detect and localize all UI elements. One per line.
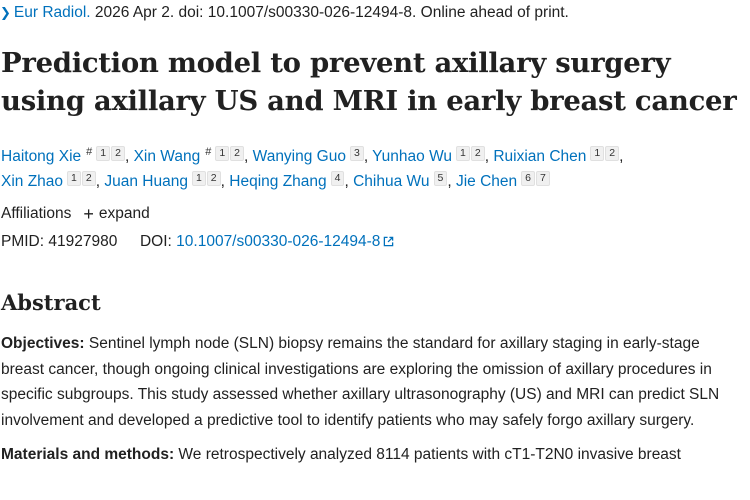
affiliation-ref-button[interactable]: 2 bbox=[81, 171, 96, 186]
author-item: Xin Zhao 1 2 bbox=[1, 171, 96, 190]
affiliation-ref-button[interactable]: 2 bbox=[605, 146, 620, 161]
author-item: Haitong Xie #1 2 bbox=[1, 146, 125, 165]
citation-details: 2026 Apr 2. doi: 10.1007/s00330-026-1249… bbox=[90, 4, 569, 21]
objectives-paragraph: Objectives: Sentinel lymph node (SLN) bi… bbox=[1, 331, 747, 433]
author-name-link[interactable]: Xin Zhao bbox=[1, 173, 64, 190]
author-item: Xin Wang #1 2 bbox=[133, 146, 245, 165]
methods-text: We retrospectively analyzed 8114 patient… bbox=[174, 446, 681, 463]
author-name-link[interactable]: Wanying Guo bbox=[252, 148, 346, 165]
abstract-heading: Abstract bbox=[1, 290, 101, 315]
affiliation-ref-button[interactable]: 7 bbox=[536, 171, 550, 186]
methods-label: Materials and methods: bbox=[1, 446, 175, 463]
doi-value: 10.1007/s00330-026-12494-8 bbox=[176, 233, 381, 250]
affiliation-ref-button[interactable]: 1 bbox=[96, 146, 111, 161]
objectives-label: Objectives: bbox=[1, 335, 85, 352]
affiliation-ref-button[interactable]: 5 bbox=[433, 171, 448, 186]
article-title: Prediction model to prevent axillary sur… bbox=[1, 47, 737, 117]
pmid-value: 41927980 bbox=[48, 233, 118, 250]
author-name-link[interactable]: Xin Wang bbox=[133, 148, 201, 165]
objectives-text: Sentinel lymph node (SLN) biopsy remains… bbox=[1, 335, 720, 429]
author-item: Chihua Wu 5 bbox=[353, 171, 448, 190]
author-name-link[interactable]: Jie Chen bbox=[455, 173, 518, 190]
affiliation-ref-button[interactable]: 6 bbox=[521, 171, 536, 186]
affiliation-ref-button[interactable]: 1 bbox=[67, 171, 81, 186]
author-name-link[interactable]: Heqing Zhang bbox=[229, 173, 327, 190]
affiliation-ref-button[interactable]: 2 bbox=[206, 171, 221, 186]
affiliations-expand-button[interactable]: + expand bbox=[83, 205, 149, 223]
external-link-icon bbox=[384, 236, 394, 247]
affiliation-ref-button[interactable]: 1 bbox=[215, 146, 230, 161]
author-item: Jie Chen 6 7 bbox=[455, 171, 550, 190]
author-name-link[interactable]: Chihua Wu bbox=[353, 173, 430, 190]
expand-label: expand bbox=[98, 205, 150, 222]
affiliation-ref-button[interactable]: 2 bbox=[111, 146, 125, 161]
pmid-label: PMID: bbox=[1, 233, 45, 250]
journal-link[interactable]: Eur Radiol. bbox=[13, 4, 91, 21]
affiliation-ref-button[interactable]: 4 bbox=[330, 171, 345, 186]
doi-label: DOI: bbox=[139, 233, 172, 250]
author-name-link[interactable]: Yunhao Wu bbox=[372, 148, 453, 165]
affiliations-label: Affiliations bbox=[1, 205, 72, 222]
author-name-link[interactable]: Juan Huang bbox=[104, 173, 188, 190]
affiliation-ref-button[interactable]: 3 bbox=[349, 146, 364, 161]
affiliation-ref-button[interactable]: 1 bbox=[191, 171, 206, 186]
methods-paragraph: Materials and methods: We retrospectivel… bbox=[1, 442, 747, 468]
affiliation-ref-button[interactable]: 1 bbox=[456, 146, 470, 161]
authors-list: Haitong Xie #1 2, Xin Wang #1 2, Wanying Guo… bbox=[1, 146, 624, 190]
author-item: Yunhao Wu 1 2 bbox=[372, 146, 485, 165]
doi-link[interactable]: 10.1007/s00330-026-12494-8 bbox=[176, 233, 394, 250]
author-name-link[interactable]: Ruixian Chen bbox=[493, 148, 587, 165]
affiliations-row: Affiliations + expand bbox=[1, 205, 150, 223]
author-item: Ruixian Chen 1 2 bbox=[493, 146, 620, 165]
author-item: Wanying Guo 3 bbox=[252, 146, 364, 165]
author-item: Juan Huang 1 2 bbox=[104, 171, 221, 190]
affiliation-ref-button[interactable]: 2 bbox=[230, 146, 245, 161]
author-item: Heqing Zhang 4 bbox=[229, 171, 345, 190]
affiliation-ref-button[interactable]: 2 bbox=[470, 146, 485, 161]
equal-contribution-mark: # bbox=[205, 146, 212, 158]
citation-line: ❯ Eur Radiol. 2026 Apr 2. doi: 10.1007/s0… bbox=[0, 4, 569, 22]
chevron-right-icon: ❯ bbox=[0, 5, 11, 20]
identifiers-row: PMID: 41927980 DOI: 10.1007/s00330-026-1… bbox=[1, 233, 394, 251]
author-name-link[interactable]: Haitong Xie bbox=[1, 148, 82, 165]
affiliation-ref-button[interactable]: 1 bbox=[590, 146, 605, 161]
equal-contribution-mark: # bbox=[86, 146, 93, 158]
plus-icon: + bbox=[83, 203, 94, 224]
